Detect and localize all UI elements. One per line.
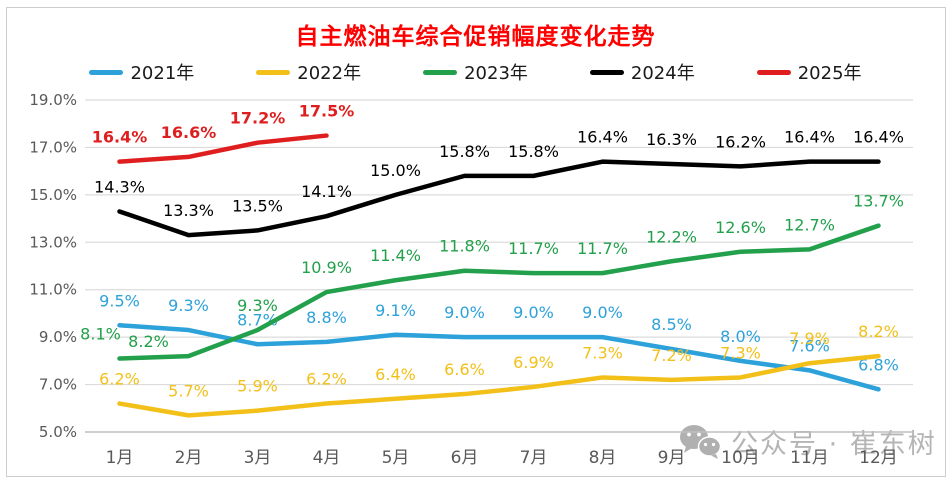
data-label-2025年: 16.6% [161,123,217,142]
data-label-2023年: 8.2% [128,332,169,351]
chart-title: 自主燃油车综合促销幅度变化走势 [295,24,656,50]
data-label-2021年: 9.1% [375,301,416,320]
x-axis-tick-label: 10月 [721,448,760,468]
data-label-2022年: 8.2% [858,322,899,341]
x-axis-tick-label: 3月 [244,448,272,468]
data-label-2021年: 9.0% [582,303,623,322]
series-line-2021年 [117,323,881,392]
data-label-2024年: 16.4% [577,128,628,147]
data-label-2023年: 11.7% [577,239,628,258]
x-axis-tick-label: 4月 [313,448,341,468]
series-line-2024年 [117,159,881,238]
x-axis-tick-label: 1月 [106,448,134,468]
data-label-2022年: 5.9% [237,377,278,396]
y-axis-tick-label: 5.0% [39,423,77,441]
data-label-2022年: 6.4% [375,365,416,384]
data-label-2022年: 6.2% [306,370,347,389]
data-label-2024年: 16.4% [784,128,835,147]
data-label-2021年: 9.3% [168,296,209,315]
watermark-text: 公众号 · 崔东树 [731,429,937,460]
data-label-2024年: 16.2% [715,132,766,151]
data-label-2021年: 9.5% [99,291,140,310]
legend-item-2023年: 2023年 [423,59,528,85]
series-line-2023年 [117,223,881,361]
y-axis-tick-label: 19.0% [29,91,77,109]
x-axis-tick-label: 5月 [382,448,410,468]
data-label-2022年: 7.3% [720,343,761,362]
wechat-icon [680,425,722,459]
x-axis-tick-label: 9月 [658,448,686,468]
data-label-2024年: 15.0% [370,161,421,180]
legend-item-2024年: 2024年 [589,59,695,85]
data-label-2023年: 12.7% [784,215,835,234]
data-label-2022年: 6.9% [513,353,554,372]
legend-swatch [589,69,624,75]
data-label-2024年: 16.3% [646,130,697,149]
data-label-2024年: 14.3% [94,177,145,196]
legend-label: 2025年 [797,63,862,84]
data-label-2025年: 17.2% [230,109,286,128]
data-label-2023年: 10.9% [301,258,352,277]
data-label-2022年: 7.2% [651,346,692,365]
legend-item-2022年: 2022年 [256,59,361,85]
x-axis-tick-label: 8月 [589,448,617,468]
series-line-2025年 [117,133,329,164]
y-axis-tick-label: 15.0% [29,186,77,204]
data-label-2021年: 8.8% [306,308,347,327]
data-label-2023年: 12.6% [715,218,766,237]
legend-label: 2021年 [130,63,195,84]
y-axis-tick-label: 7.0% [39,376,77,394]
data-label-2024年: 15.8% [508,142,559,161]
data-label-2025年: 16.4% [92,128,148,147]
data-label-2021年: 9.0% [444,303,485,322]
data-label-2025年: 17.5% [299,102,355,121]
data-label-2022年: 6.6% [444,360,485,379]
legend-label: 2024年 [630,63,695,84]
y-axis-tick-label: 17.0% [29,138,77,156]
x-axis-tick-label: 2月 [175,448,203,468]
y-axis-tick-label: 9.0% [39,328,77,346]
data-label-2022年: 7.3% [582,343,623,362]
data-label-2022年: 7.9% [789,329,830,348]
x-axis-tick-label: 11月 [790,448,829,468]
legend-swatch [756,69,791,75]
legend-item-2025年: 2025年 [756,59,862,85]
watermark: 公众号 · 崔东树 [678,422,937,461]
data-label-2023年: 12.2% [646,227,697,246]
data-label-2022年: 5.7% [168,381,209,400]
legend-swatch [89,69,124,75]
data-label-2021年: 6.8% [858,355,899,374]
data-label-2022年: 6.2% [99,370,140,389]
data-label-2021年: 9.0% [513,303,554,322]
chart-legend: 2021年 2022年 2023年 2024年 2025年 [0,59,951,85]
series-line-2022年 [117,353,881,418]
data-label-2024年: 13.3% [163,201,214,220]
data-label-2024年: 15.8% [439,142,490,161]
data-label-2023年: 9.3% [237,296,278,315]
data-label-2021年: 7.6% [789,336,830,355]
x-axis-tick-label: 12月 [859,448,898,468]
y-axis-tick-label: 13.0% [29,233,77,251]
data-label-2024年: 16.4% [853,128,904,147]
legend-label: 2022年 [297,63,362,84]
data-label-2023年: 11.8% [439,237,490,256]
legend-swatch [423,69,458,75]
legend-item-2021年: 2021年 [89,59,194,85]
legend-swatch [256,69,291,75]
x-axis-tick-label: 6月 [451,448,479,468]
data-label-2023年: 11.4% [370,246,421,265]
data-label-2024年: 14.1% [301,182,352,201]
data-label-2021年: 8.5% [651,315,692,334]
data-label-2023年: 8.1% [80,324,121,343]
y-axis-tick-label: 11.0% [29,281,77,299]
data-label-2023年: 11.7% [508,239,559,258]
data-label-2021年: 8.0% [720,327,761,346]
legend-label: 2023年 [464,63,528,84]
data-label-2023年: 13.7% [853,192,904,211]
x-axis-tick-label: 7月 [520,448,548,468]
data-label-2024年: 13.5% [232,196,283,215]
